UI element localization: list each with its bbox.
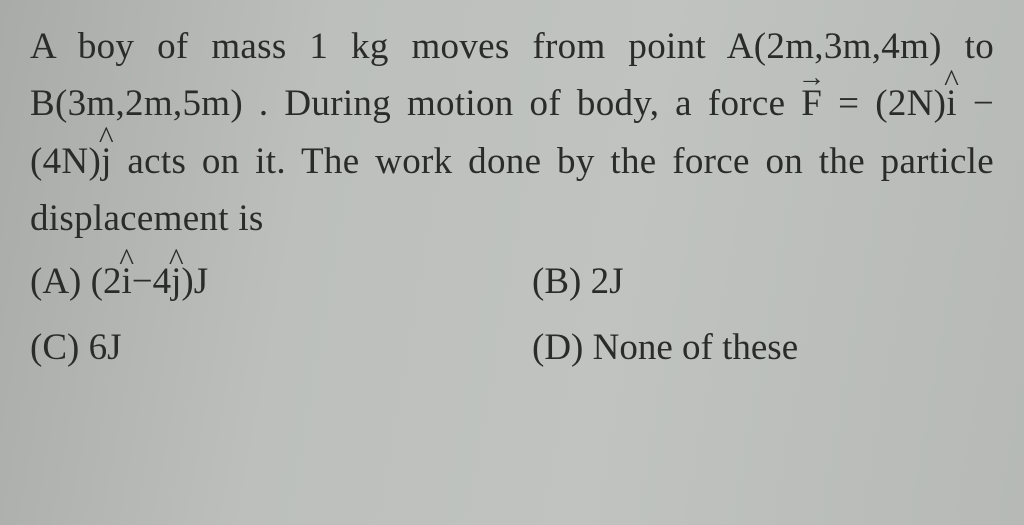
option-a-i-hat: i bbox=[121, 255, 131, 309]
j-hat: j bbox=[101, 133, 112, 190]
option-a-pre: (2 bbox=[81, 261, 121, 302]
option-c[interactable]: (C) 6J bbox=[30, 321, 492, 375]
option-b[interactable]: (B) 2J bbox=[532, 255, 994, 309]
option-c-text: 6J bbox=[79, 327, 121, 368]
option-c-label: (C) bbox=[30, 327, 79, 368]
i-hat: i bbox=[946, 75, 957, 132]
option-a[interactable]: (A) (2i−4j)J bbox=[30, 255, 492, 309]
option-a-mid: −4 bbox=[132, 261, 171, 302]
option-d[interactable]: (D) None of these bbox=[532, 321, 994, 375]
option-a-post: )J bbox=[181, 261, 208, 302]
option-b-text: 2J bbox=[581, 261, 623, 302]
option-b-label: (B) bbox=[532, 261, 581, 302]
question-force-eq: = (2N) bbox=[822, 83, 946, 124]
option-d-label: (D) bbox=[532, 327, 583, 368]
question-text: A boy of mass 1 kg moves from point A(2m… bbox=[30, 18, 994, 247]
option-a-label: (A) bbox=[30, 261, 81, 302]
option-d-text: None of these bbox=[583, 327, 798, 368]
question-tail: acts on it. The work done by the force o… bbox=[30, 141, 994, 239]
force-vector-symbol: F bbox=[801, 75, 822, 132]
options-grid: (A) (2i−4j)J (B) 2J (C) 6J (D) None of t… bbox=[30, 255, 994, 374]
option-a-j-hat: j bbox=[171, 255, 181, 309]
